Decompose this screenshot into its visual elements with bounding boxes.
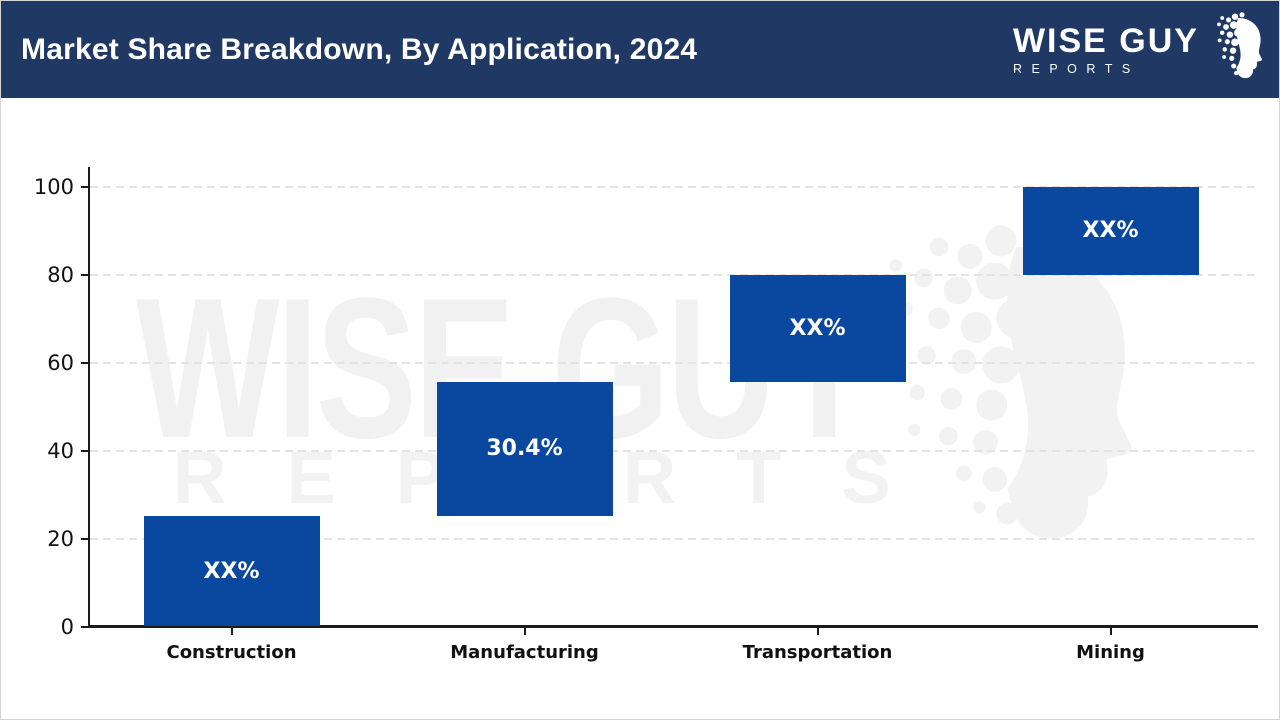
y-tick-label: 60: [47, 350, 74, 375]
y-tick: [81, 537, 88, 540]
y-tick: [81, 449, 88, 452]
x-category-label: Construction: [166, 641, 297, 663]
y-tick: [81, 273, 88, 276]
header-band: Market Share Breakdown, By Application, …: [1, 1, 1279, 98]
bar: 30.4%: [436, 382, 613, 516]
x-tick: [816, 627, 819, 635]
gridline: [90, 361, 1258, 364]
bar: XX%: [1022, 186, 1199, 275]
logo-text: WISE GUY REPORTS: [1013, 24, 1199, 76]
y-tick: [81, 361, 88, 364]
gridline: [90, 185, 1258, 188]
x-category-label: Manufacturing: [450, 641, 599, 663]
x-axis-spine: [88, 625, 1258, 628]
y-tick: [81, 185, 88, 188]
y-tick-label: 0: [60, 614, 74, 639]
y-tick-label: 40: [47, 438, 74, 463]
logo-reports-text: REPORTS: [1012, 61, 1140, 76]
x-tick: [523, 627, 526, 635]
gridline: [90, 449, 1258, 452]
x-tick: [230, 627, 233, 635]
x-tick: [1109, 627, 1112, 635]
chart-title: Market Share Breakdown, By Application, …: [21, 32, 698, 66]
bar-value-label: XX%: [1082, 218, 1139, 244]
wise-guy-reports-logo: WISE GUY REPORTS: [1013, 11, 1267, 89]
bar-value-label: 30.4%: [486, 436, 563, 462]
y-tick-label: 20: [47, 526, 74, 551]
x-category-label: Transportation: [742, 641, 893, 663]
y-axis-spine: [88, 167, 90, 627]
logo-wordmark: WISE GUY: [1012, 21, 1199, 60]
plot-area: 0 20 40 60 80 100 Construction Manufacturing Tra…: [34, 167, 1258, 663]
bar-value-label: XX%: [789, 315, 846, 341]
x-category-label: Mining: [1076, 641, 1145, 663]
gridline: [90, 273, 1258, 276]
y-tick-label: 100: [33, 174, 74, 199]
y-tick-label: 80: [47, 262, 74, 287]
bar-value-label: XX%: [203, 558, 260, 584]
gridline: [90, 537, 1258, 540]
logo-dotted-head-icon: [1217, 11, 1262, 78]
bar: XX%: [143, 515, 320, 627]
bar: XX%: [729, 274, 906, 383]
y-tick: [81, 625, 88, 628]
watermark-dotted-head-icon: [886, 219, 1132, 539]
